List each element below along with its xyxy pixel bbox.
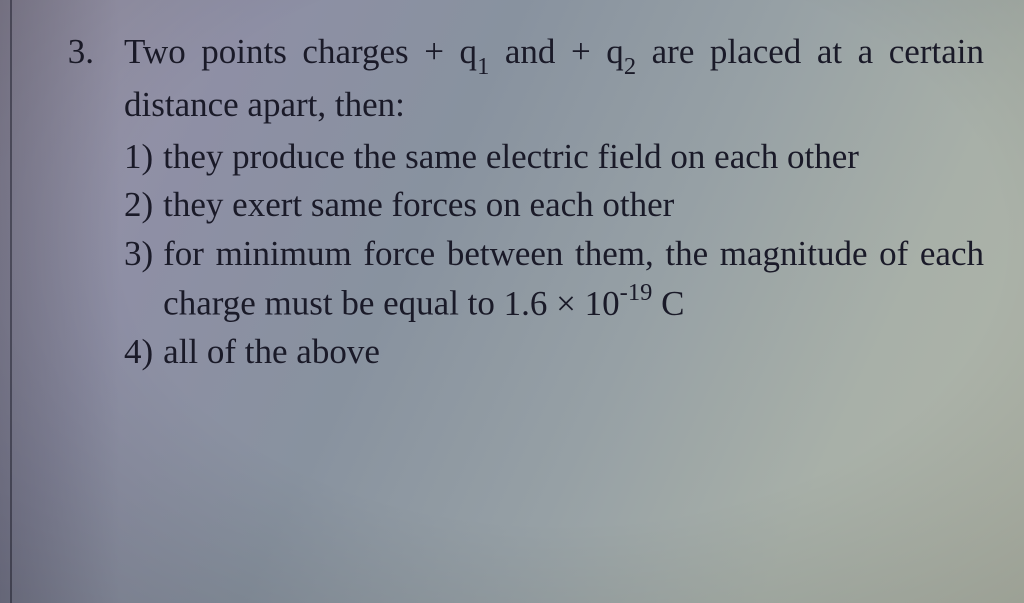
options-list: 1) they produce the same electric field … — [124, 133, 984, 376]
option-number: 4) — [124, 328, 153, 376]
option-text: they produce the same electric field on … — [163, 133, 984, 181]
option-2: 2) they exert same forces on each other — [124, 181, 984, 229]
option-text: they exert same forces on each other — [163, 181, 984, 229]
question-row: 3. Two points charges + q1 and + q2 are … — [50, 28, 984, 376]
exponent: -19 — [620, 279, 653, 306]
margin-rule — [10, 0, 12, 603]
question-stem: Two points charges + q1 and + q2 are pla… — [124, 28, 984, 129]
option-text: all of the above — [163, 328, 984, 376]
subscript-2: 2 — [624, 53, 636, 80]
option-number: 1) — [124, 133, 153, 181]
question-body: Two points charges + q1 and + q2 are pla… — [124, 28, 984, 376]
option-3: 3) for minimum force between them, the m… — [124, 230, 984, 328]
question-number: 3. — [50, 28, 94, 75]
option-1: 1) they produce the same electric field … — [124, 133, 984, 181]
unit: C — [652, 284, 684, 323]
subscript-1: 1 — [477, 53, 489, 80]
coef: 1.6 × 10 — [504, 284, 620, 323]
page: 3. Two points charges + q1 and + q2 are … — [0, 0, 1024, 603]
option-4: 4) all of the above — [124, 328, 984, 376]
stem-text: Two points charges + q — [124, 32, 477, 71]
option-3-value: 1.6 × 10-19 C — [504, 284, 685, 323]
option-text: for minimum force between them, the magn… — [163, 230, 984, 328]
stem-text: and + q — [489, 32, 624, 71]
option-number: 2) — [124, 181, 153, 229]
option-number: 3) — [124, 230, 153, 328]
